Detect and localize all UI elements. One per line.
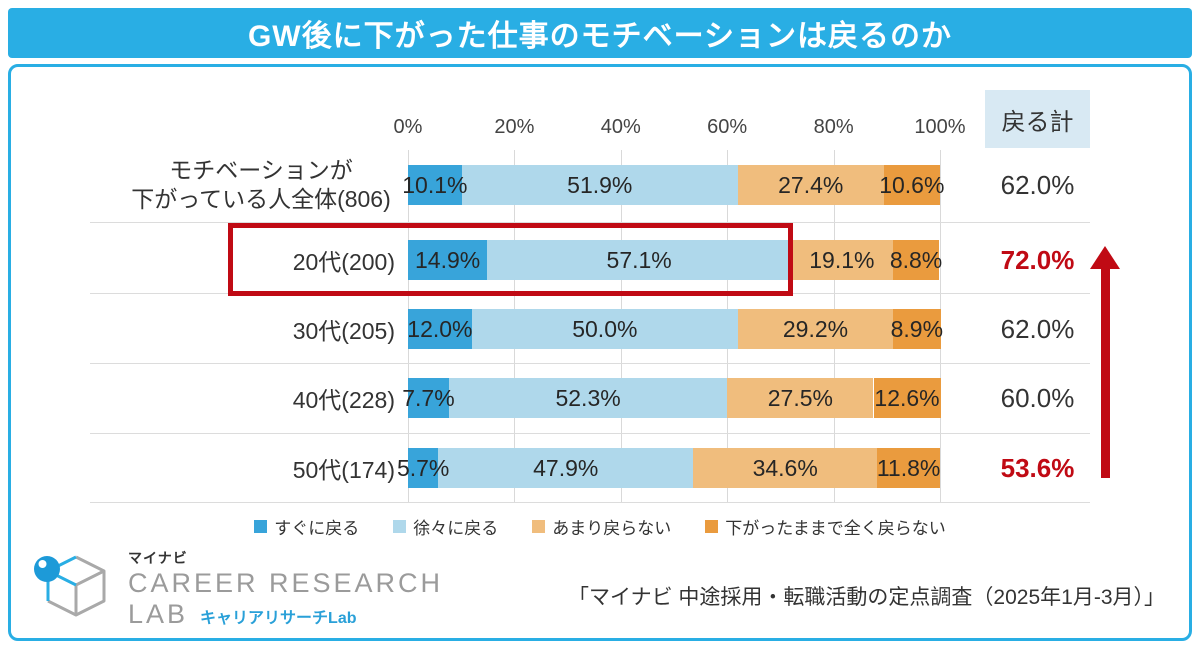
- highlight-box-20s: [228, 223, 793, 296]
- bar-segment-label: 52.3%: [555, 385, 621, 411]
- bar-segment-label: 11.8%: [876, 455, 941, 481]
- bar-segment-label: 12.6%: [874, 385, 940, 411]
- bar-segment-label: 8.8%: [889, 247, 943, 273]
- bar-segment-label: 27.5%: [767, 385, 833, 411]
- bar-segment-label: 19.1%: [809, 247, 875, 273]
- returns-total-value: 60.0%: [1000, 382, 1075, 413]
- bar-segment-label: 10.6%: [879, 172, 945, 198]
- bar-segment: [438, 448, 694, 488]
- source-text: 「マイナビ 中途採用・転職活動の定点調査（2025年1月-3月）」: [568, 586, 1165, 609]
- row-separator: [90, 363, 1090, 364]
- bar-segment-label: 10.1%: [402, 172, 468, 198]
- bar-segment: [408, 309, 472, 349]
- legend: すぐに戻る 徐々に戻る あまり戻らない 下がったままで全く戻らない: [100, 511, 1100, 541]
- returns-total-header: 戻る計: [985, 90, 1090, 148]
- bar-segment-label: 8.9%: [890, 316, 944, 342]
- returns-total-value: 62.0%: [1000, 169, 1075, 200]
- bar-segment-label: 47.9%: [533, 455, 599, 481]
- bar-segment: [448, 378, 728, 418]
- row-separator: [90, 433, 1090, 434]
- row-label: モチベーションが 下がっている人全体(806): [131, 157, 391, 212]
- legend-label: あまり戻らない: [552, 518, 672, 538]
- row-separator: [90, 502, 1090, 503]
- legend-item: あまり戻らない: [532, 514, 671, 539]
- axis-tick-label: 60%: [707, 116, 748, 138]
- logo-line2: LAB: [128, 599, 189, 629]
- bar-segment-label: 29.2%: [782, 316, 849, 342]
- chart-title: GW後に下がった仕事のモチベーションは戻るのか: [247, 20, 953, 53]
- bar-segment-label: 5.7%: [396, 455, 450, 481]
- bar-segment: [893, 309, 941, 349]
- bar-segment: [892, 240, 940, 280]
- row-label: 50代(174): [292, 457, 395, 483]
- bar-segment-label: 50.0%: [572, 316, 638, 342]
- bar: 12.0% 50.0% 29.2% 8.9%: [407, 309, 944, 349]
- bar-segment: [791, 240, 893, 280]
- axis-tick-label: 0%: [393, 116, 423, 138]
- bar-segment-label: 57.1%: [606, 247, 672, 273]
- legend-swatch: [532, 519, 546, 533]
- bar-segment: [408, 240, 488, 280]
- bar: 7.7% 52.3% 27.5% 12.6%: [402, 378, 941, 418]
- axis-tick-label: 80%: [813, 116, 854, 138]
- bar-segment: [487, 240, 792, 280]
- bar-segment: [883, 165, 940, 205]
- chart-title-bar: GW後に下がった仕事のモチベーションは戻るのか: [8, 8, 1192, 58]
- bar: 14.9% 57.1% 19.1% 8.8%: [408, 240, 943, 280]
- legend-label: すぐに戻る: [274, 518, 360, 538]
- chart-panel: [8, 64, 1192, 641]
- bar-segment: [471, 309, 738, 349]
- axis-tick-label: 40%: [600, 116, 641, 138]
- legend-swatch: [254, 519, 268, 533]
- logo-text: マイナビ CAREER RESEARCH LAB キャリアリサーチLab: [128, 548, 443, 630]
- trend-arrow-shaft: [1101, 266, 1110, 478]
- row-label: 20代(200): [292, 249, 395, 275]
- returns-total-value: 72.0%: [1000, 244, 1075, 275]
- row-label: 40代(228): [292, 387, 395, 413]
- bar-segment-label: 27.4%: [778, 172, 844, 198]
- career-research-lab-logo-icon: [34, 555, 106, 617]
- logo-subtitle: キャリアリサーチLab: [200, 610, 357, 627]
- bar-segment: [408, 448, 439, 488]
- logo: マイナビ CAREER RESEARCH LAB キャリアリサーチLab: [30, 548, 443, 636]
- bar: 10.1% 51.9% 27.4% 10.6%: [402, 165, 944, 205]
- axis-tick-label: 100%: [914, 116, 966, 138]
- legend-label: 下がったままで全く戻らない: [725, 518, 946, 538]
- bar-segment-label: 7.7%: [402, 385, 455, 411]
- bar-segment: [408, 378, 449, 418]
- legend-item: 下がったままで全く戻らない: [705, 514, 946, 539]
- legend-swatch: [705, 519, 719, 533]
- bar-segment-label: 12.0%: [407, 316, 473, 342]
- logo-sphere: [34, 556, 60, 582]
- row-label: 30代(205): [292, 318, 395, 344]
- bar-segment-label: 14.9%: [415, 247, 481, 273]
- bar-segment: [873, 378, 941, 418]
- logo-line1: CAREER RESEARCH: [128, 568, 444, 598]
- axis-tick-label: 20%: [494, 116, 535, 138]
- bar-segment: [737, 309, 894, 349]
- returns-total-value: 62.0%: [1000, 313, 1075, 344]
- bar-segment: [408, 165, 462, 205]
- legend-swatch: [393, 519, 407, 533]
- bar-segment: [727, 378, 874, 418]
- legend-item: すぐに戻る: [254, 514, 359, 539]
- legend-label: 徐々に戻る: [413, 518, 499, 538]
- bar: 5.7% 47.9% 34.6% 11.8%: [397, 448, 941, 488]
- trend-arrow-up-icon: [1090, 246, 1120, 269]
- row-separator: [90, 222, 1090, 223]
- bar-segment: [737, 165, 884, 205]
- logo-brand-small: マイナビ: [128, 550, 188, 566]
- returns-total-value: 53.6%: [1000, 452, 1075, 483]
- bar-segment-label: 51.9%: [567, 172, 633, 198]
- legend-item: 徐々に戻る: [393, 514, 498, 539]
- bar-segment: [693, 448, 878, 488]
- bar-segment: [461, 165, 738, 205]
- bar-segment: [877, 448, 940, 488]
- bar-segment-label: 34.6%: [752, 455, 818, 481]
